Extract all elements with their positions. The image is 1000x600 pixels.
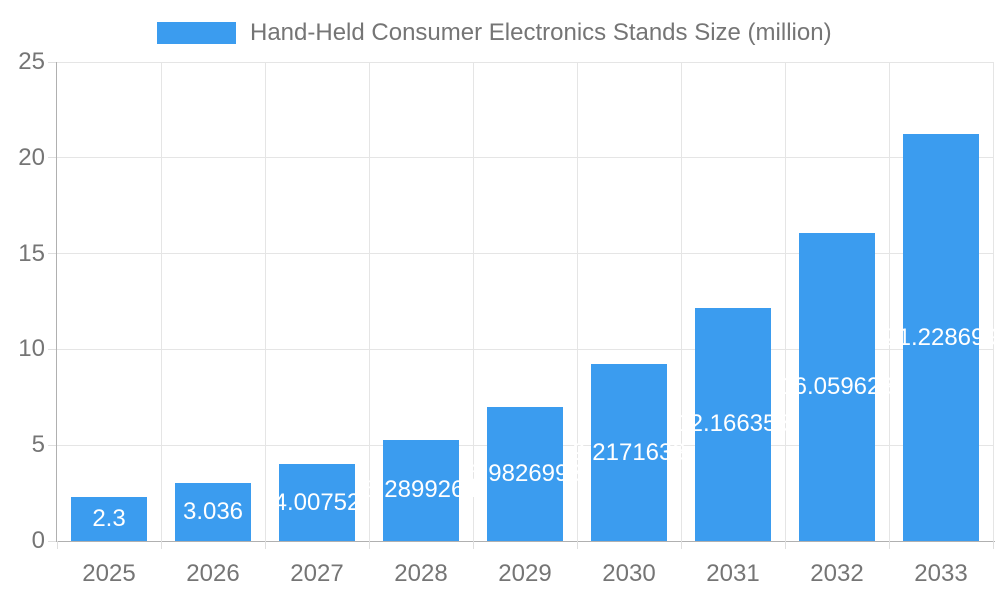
gridline-horizontal	[57, 253, 993, 255]
y-tick-label: 15	[18, 239, 45, 267]
x-axis-tick	[680, 541, 682, 549]
x-tick-label: 2033	[914, 560, 968, 587]
gridline-vertical	[472, 62, 474, 541]
y-axis-tick	[48, 61, 56, 63]
plot-area: 2.3 3.036 4.00752 5.2899264 6.9826998 9.21716…	[48, 61, 998, 549]
y-axis-line	[56, 62, 57, 541]
bar-2028	[383, 439, 459, 541]
gridline-vertical	[888, 62, 890, 541]
x-tick-label: 2030	[602, 560, 656, 587]
x-tick-label: 2029	[498, 560, 552, 587]
x-tick-label: 2026	[186, 560, 240, 587]
x-tick-label: 2025	[82, 560, 136, 587]
y-axis-tick	[48, 253, 56, 255]
x-tick-label: 2027	[290, 560, 344, 587]
gridline-horizontal	[57, 61, 993, 63]
x-axis-tick	[888, 541, 890, 549]
x-axis-tick	[56, 541, 58, 549]
gridline-vertical	[680, 62, 682, 541]
bar-2026	[175, 482, 251, 541]
gridline-vertical	[576, 62, 578, 541]
y-axis-tick	[48, 444, 56, 446]
bar-value-label: 3.036	[182, 497, 244, 525]
bar-value-label: 4.00752	[273, 488, 361, 516]
bar-2027	[279, 464, 355, 541]
gridline-vertical	[160, 62, 162, 541]
gridline-vertical	[264, 62, 266, 541]
x-axis-tick	[472, 541, 474, 549]
x-axis-tick	[264, 541, 266, 549]
x-tick-label: 2031	[706, 560, 760, 587]
x-axis-tick	[160, 541, 162, 549]
bar-value-label: 5.2899264	[364, 476, 478, 504]
bar-2031	[695, 307, 771, 541]
bar-value-label: 16.059623	[780, 373, 894, 401]
x-axis-line	[56, 541, 995, 542]
gridline-horizontal	[57, 157, 993, 159]
y-tick-label: 10	[18, 335, 45, 363]
bar-value-label: 9.2171633	[572, 438, 686, 466]
y-tick-label: 0	[31, 527, 45, 554]
x-axis-tick	[784, 541, 786, 549]
x-tick-label: 2028	[394, 560, 448, 587]
gridline-vertical	[992, 62, 994, 541]
gridline-vertical	[368, 62, 370, 541]
bar-2030	[591, 364, 667, 541]
gridline-vertical	[784, 62, 786, 541]
x-axis-tick	[992, 541, 994, 549]
bar-2029	[487, 407, 563, 541]
y-tick-label: 25	[18, 48, 45, 75]
bar-2033	[903, 134, 979, 541]
chart-legend-item[interactable]: Hand-Held Consumer Electronics Stands Si…	[157, 19, 832, 47]
bar-value-label: 2.3	[92, 504, 126, 532]
bar-value-label: 6.9826998	[468, 460, 582, 488]
x-axis-tick	[576, 541, 578, 549]
legend-label: Hand-Held Consumer Electronics Stands Si…	[250, 19, 832, 46]
legend-swatch	[157, 22, 236, 44]
bar-value-label: 21.228699	[884, 323, 998, 351]
y-tick-label: 20	[18, 143, 45, 171]
y-axis-tick	[48, 157, 56, 159]
x-axis-tick	[368, 541, 370, 549]
bar-2025	[71, 496, 147, 541]
y-axis-tick	[48, 540, 56, 542]
y-axis-tick	[48, 348, 56, 350]
x-tick-label: 2032	[810, 560, 864, 587]
bar-value-label: 12.166355	[676, 410, 790, 438]
y-tick-label: 5	[31, 431, 45, 459]
gridline-horizontal	[57, 348, 993, 350]
bar-2032	[799, 233, 875, 541]
